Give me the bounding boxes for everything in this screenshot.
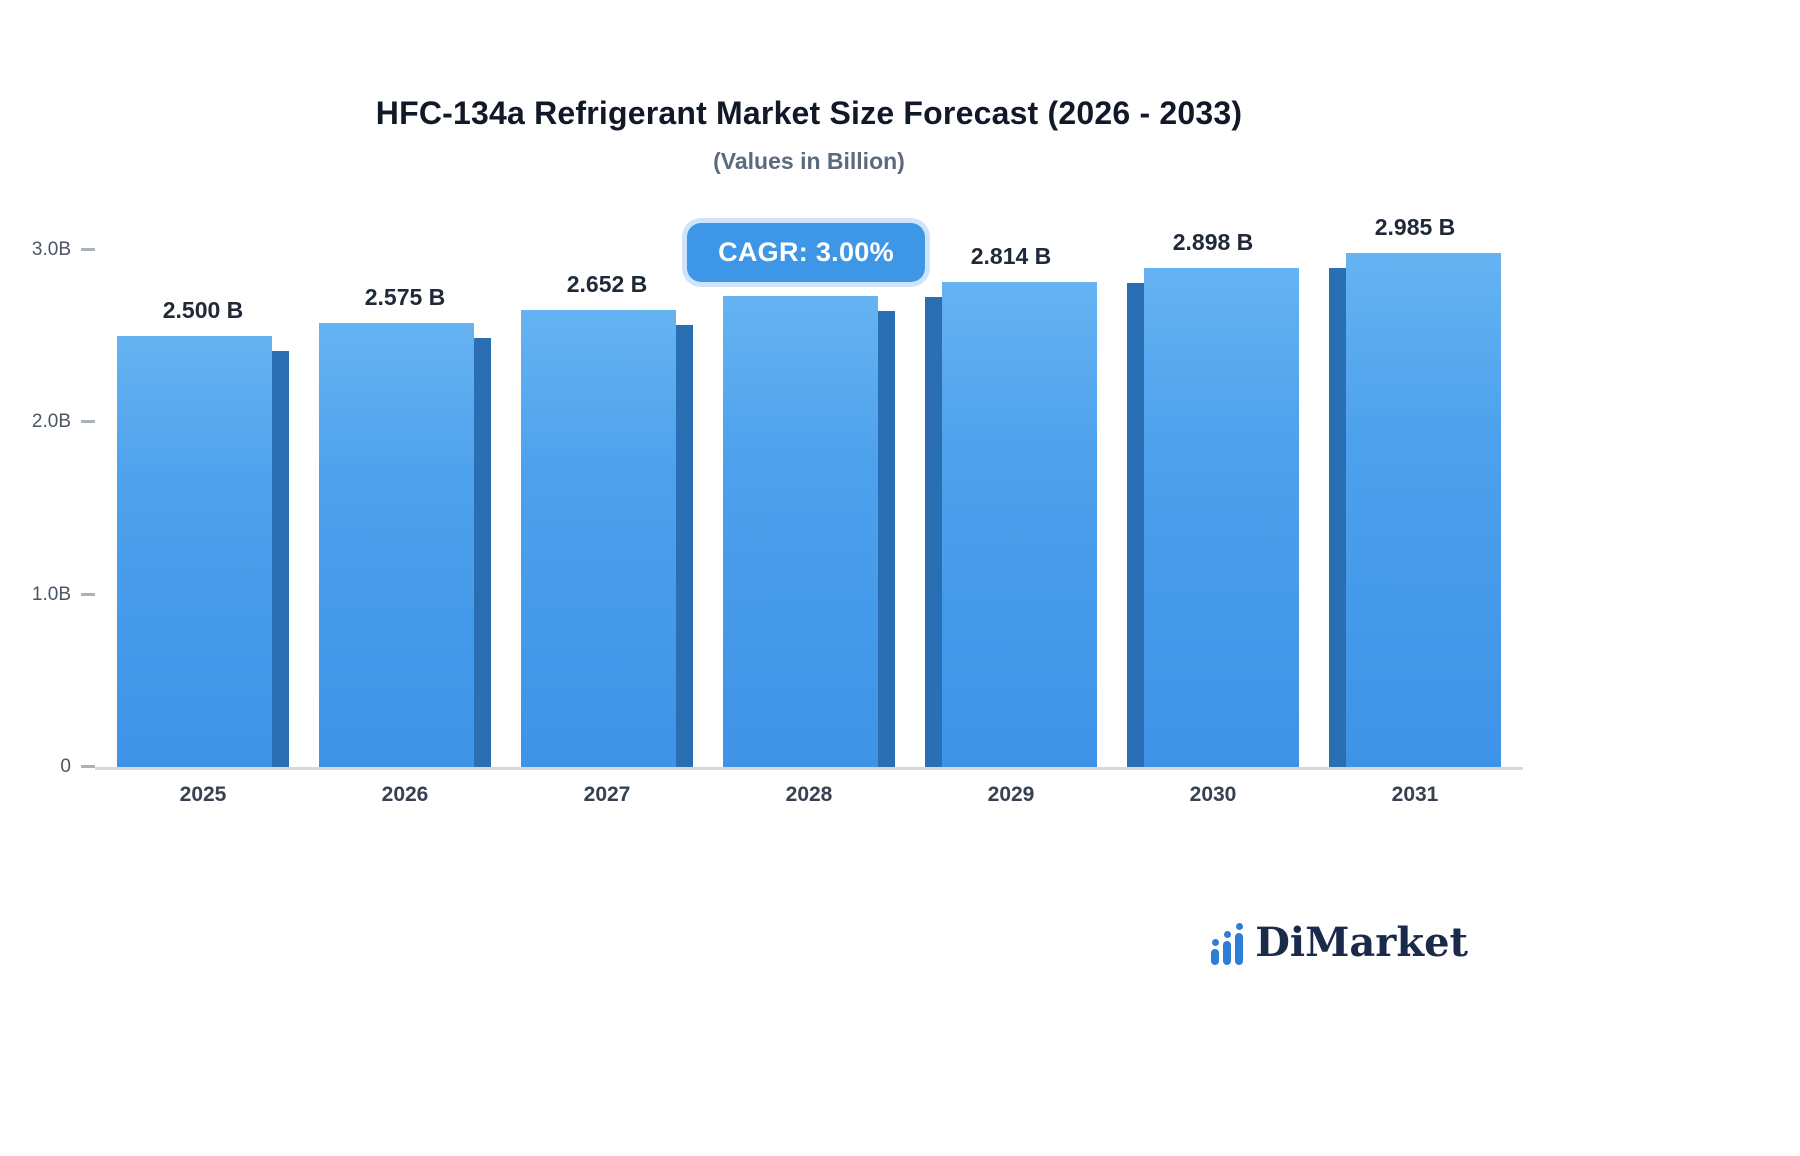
- bar: 2.652 B: [521, 271, 693, 767]
- bar: 2.575 B: [319, 284, 491, 767]
- bar: 2.732 B: [723, 257, 895, 767]
- bar-side-face: [272, 351, 289, 767]
- bar-front-face: [521, 309, 676, 767]
- bar-value-label: 2.500 B: [162, 297, 244, 324]
- bar-front-face: [1144, 267, 1299, 767]
- bar-front-face: [1346, 252, 1501, 767]
- x-axis-label: 2026: [381, 783, 429, 806]
- y-tick-dash: [81, 248, 95, 251]
- bar: 2.500 B: [117, 297, 289, 767]
- y-axis-tick-label: 3.0B: [31, 239, 71, 260]
- bar-column: 2.898 B 2030: [1127, 229, 1299, 806]
- chart-header: HFC-134a Refrigerant Market Size Forecas…: [95, 95, 1523, 175]
- bar-value-label: 2.814 B: [970, 243, 1052, 270]
- y-axis-tick-label: 2.0B: [31, 411, 71, 433]
- bar-front-face: [319, 323, 474, 767]
- bar: 2.985 B: [1329, 214, 1501, 767]
- bar-value-label: 2.575 B: [364, 284, 446, 311]
- x-axis-label: 2028: [785, 783, 833, 806]
- chart-title: HFC-134a Refrigerant Market Size Forecas…: [375, 95, 1243, 131]
- bar-side-face: [878, 311, 895, 767]
- bar-column: 2.500 B 2025: [117, 250, 289, 806]
- bar-front-face: [723, 296, 878, 767]
- bar-column: 2.575 B 2026: [319, 250, 491, 806]
- x-axis-label: 2029: [987, 783, 1035, 806]
- y-axis-tick-label: 1.0B: [31, 583, 71, 605]
- bar: 2.898 B: [1127, 229, 1299, 767]
- bar-value-label: 2.985 B: [1374, 213, 1456, 240]
- bar-column: 2.814 B 2029: [925, 243, 1097, 806]
- bar-chart-logo-icon: [1211, 921, 1244, 965]
- y-tick-dash: [81, 420, 95, 424]
- brand-logo: DiMarket: [1211, 919, 1468, 966]
- y-axis-tick-label: 0: [60, 756, 71, 777]
- bar-side-face: [474, 338, 491, 767]
- bar-side-face: [1127, 282, 1144, 767]
- bar-column: 2.732 B 2028: [723, 250, 895, 806]
- x-axis-label: 2031: [1391, 783, 1439, 806]
- chart-subtitle: (Values in Billion): [713, 148, 905, 174]
- plot-area: 0 1.0B 2.0B 3.0B 2.500 B 2025 2.575 B 2026 2.65…: [32, 214, 1523, 806]
- bar-front-face: [942, 282, 1097, 767]
- cagr-badge: CAGR: 3.00%: [687, 223, 925, 282]
- x-axis-label: 2027: [583, 783, 631, 806]
- bar-front-face: [117, 336, 272, 767]
- bar-side-face: [1329, 267, 1346, 767]
- bar-column: 2.985 B 2031: [1329, 214, 1501, 806]
- bar-side-face: [676, 324, 693, 767]
- logo-text: DiMarket: [1255, 919, 1468, 966]
- x-axis-label: 2025: [179, 783, 227, 806]
- bar-column: 2.652 B 2027: [521, 250, 693, 806]
- y-tick-dash: [81, 592, 95, 596]
- bar-value-label: 2.898 B: [1172, 228, 1254, 255]
- bar-value-label: 2.652 B: [566, 270, 648, 297]
- x-axis-label: 2030: [1189, 783, 1237, 806]
- bar-side-face: [925, 297, 942, 767]
- bars-container: 2.500 B 2025 2.575 B 2026 2.652 B 2027 2.732 B…: [95, 214, 1523, 806]
- bar: 2.814 B: [925, 243, 1097, 767]
- y-tick-dash: [81, 765, 95, 768]
